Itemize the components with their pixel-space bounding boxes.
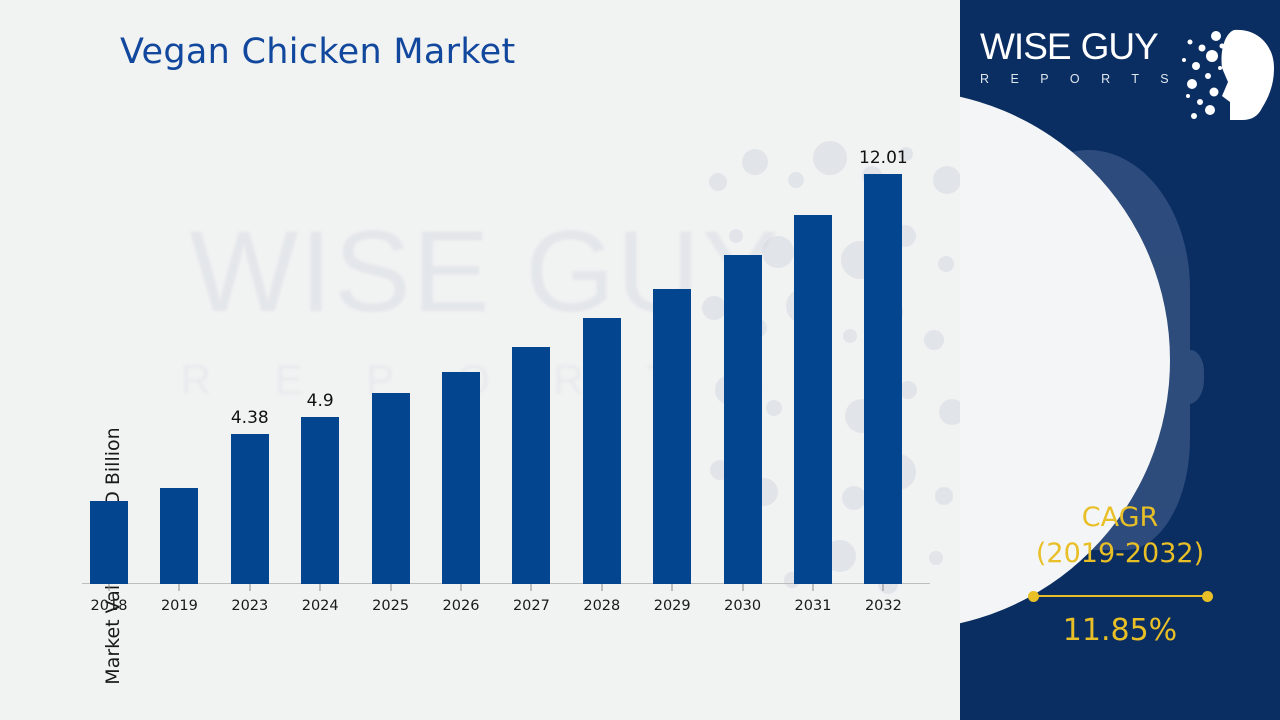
x-tick	[319, 584, 321, 591]
bar-2024	[301, 417, 340, 584]
cagr-label: CAGR	[1081, 502, 1159, 533]
x-axis-label-2030: 2030	[724, 598, 762, 614]
x-axis-label-2025: 2025	[372, 598, 410, 614]
cagr-range: (2019-2032)	[1035, 538, 1205, 569]
logo-subtitle: R E P O R T S	[980, 72, 1178, 86]
page-title: Vegan Chicken Market	[120, 32, 516, 72]
x-axis-label-2028: 2028	[583, 598, 621, 614]
logo-wordmark: WISE GUY	[980, 28, 1270, 65]
bar-2025	[371, 393, 410, 584]
x-tick	[108, 584, 110, 591]
divider-dot-right	[1201, 591, 1213, 602]
bar-2023	[230, 434, 269, 584]
bar-group: 2030	[723, 140, 762, 614]
bar-group: 4.38 2023	[230, 140, 269, 614]
x-axis-label-2018: 2018	[90, 598, 128, 614]
chart-area: Vegan Chicken Market WISE GUY R E P O R …	[60, 32, 1000, 685]
bar-2032	[864, 174, 903, 584]
bar-group: 2026	[442, 140, 480, 614]
bar-2026	[442, 372, 480, 584]
x-tick	[249, 584, 251, 591]
x-tick	[601, 584, 603, 591]
x-tick	[390, 584, 392, 591]
bar-group: 4.9 2024	[301, 140, 340, 614]
bar-2027	[512, 347, 551, 584]
x-axis-label-2023: 2023	[231, 598, 269, 614]
divider-line	[1033, 595, 1207, 597]
bar-group: 2029	[653, 140, 692, 614]
x-axis-label-2031: 2031	[794, 598, 832, 614]
x-tick	[742, 584, 744, 591]
x-tick	[460, 584, 462, 591]
x-tick	[178, 584, 180, 591]
bar-group: 12.01 2032	[859, 140, 908, 614]
x-tick	[671, 584, 673, 591]
wiseguy-reports-logo: WISE GUY R E P O R T S	[980, 28, 1274, 123]
x-axis-label-2027: 2027	[512, 598, 550, 614]
x-axis-label-2032: 2032	[864, 598, 902, 614]
cagr-value: 11.85%	[1062, 613, 1178, 648]
bar-value-label-2023: 4.38	[230, 408, 269, 428]
x-axis-line	[82, 583, 930, 584]
bar-value-label-2024: 4.9	[306, 391, 334, 411]
bar-group: 2018	[90, 140, 128, 614]
bar-value-label-2032: 12.01	[859, 148, 908, 168]
bar-group: 2025	[371, 140, 410, 614]
logo-word-guy: GUY	[1080, 26, 1159, 67]
plot-region: Market Value in USD Billion 201820194.38…	[60, 140, 930, 685]
brand-panel: WISE GUY R E P O R T S CAGR (	[960, 0, 1280, 720]
x-tick	[530, 584, 532, 591]
x-axis-label-2024: 2024	[301, 598, 339, 614]
bar-2031	[794, 215, 832, 584]
bar-group: 2031	[794, 140, 832, 614]
logo-word-wise: WISE	[980, 26, 1072, 67]
bar-group: 2019	[160, 140, 199, 614]
x-axis-label-2026: 2026	[442, 598, 480, 614]
cagr-block: CAGR (2019-2032) 11.85%	[960, 500, 1280, 650]
bar-group: 2028	[582, 140, 621, 614]
bar-group: 2027	[512, 140, 551, 614]
bar-2019	[160, 488, 199, 584]
x-tick	[812, 584, 814, 591]
logo-dotted-head-icon	[1182, 29, 1274, 121]
x-axis-label-2029: 2029	[653, 598, 691, 614]
x-tick	[882, 584, 884, 591]
bar-2018	[90, 501, 128, 584]
divider-dot-left	[1027, 591, 1039, 602]
bar-2028	[582, 318, 621, 584]
bar-2030	[723, 255, 762, 584]
cagr-divider	[1027, 590, 1213, 602]
x-axis-label-2019: 2019	[160, 598, 198, 614]
bar-2029	[653, 289, 692, 584]
